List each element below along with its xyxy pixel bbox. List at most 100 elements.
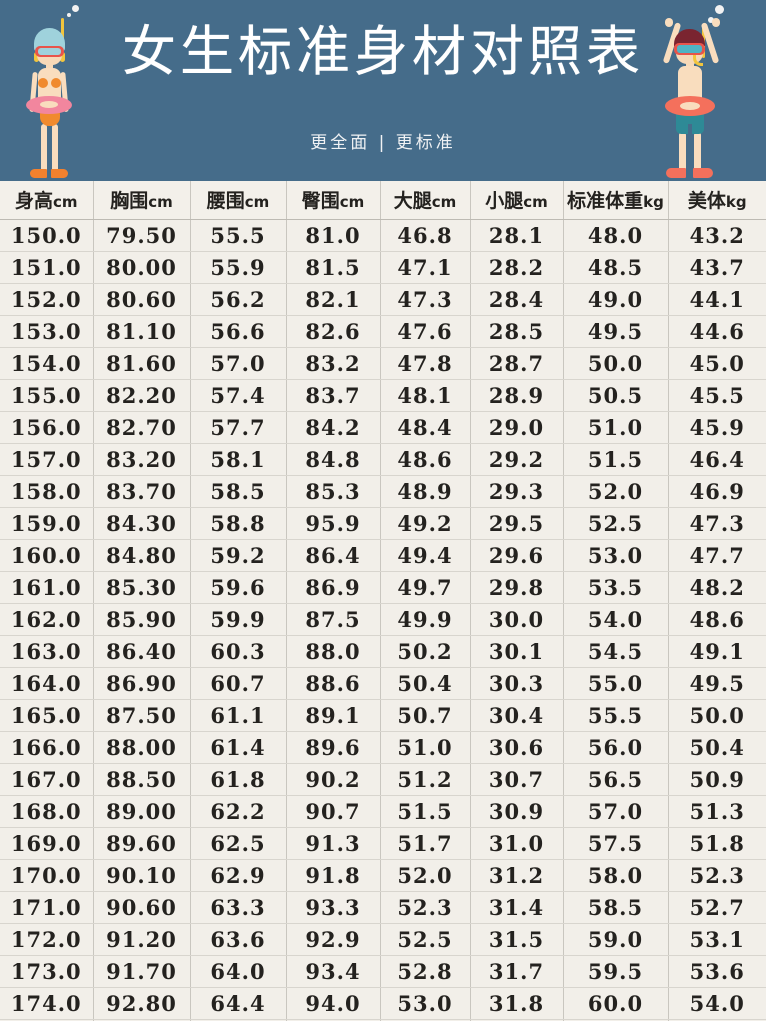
cell-r23-c3: 93.4 xyxy=(286,955,381,988)
cell-r17-c1: 88.50 xyxy=(93,763,191,796)
cell-r19-c5: 31.0 xyxy=(470,827,564,860)
cell-r16-c4: 51.0 xyxy=(380,731,471,764)
cell-r7-c4: 48.6 xyxy=(380,443,471,476)
cell-r24-c4: 53.0 xyxy=(380,987,471,1020)
table-row: 153.0 81.10 56.6 82.6 47.6 28.5 49.5 44.6 xyxy=(0,315,766,348)
cell-r15-c4: 50.7 xyxy=(380,699,471,732)
cell-r18-c6: 57.0 xyxy=(563,795,669,828)
cell-r17-c6: 56.5 xyxy=(563,763,669,796)
measurements-table: 身高cm 胸围cm 腰围cm 臀围cm 大腿cm 小腿cm 标准体重kg 美体kg 150.0… xyxy=(0,181,766,1021)
hand-left xyxy=(665,18,673,27)
cell-r6-c4: 48.4 xyxy=(380,411,471,444)
cell-r19-c2: 62.5 xyxy=(190,827,287,860)
table-row: 158.0 83.70 58.5 85.3 48.9 29.3 52.0 46.9 xyxy=(0,475,766,508)
cell-r3-c6: 49.5 xyxy=(563,315,669,348)
cell-r17-c5: 30.7 xyxy=(470,763,564,796)
column-header-4: 大腿cm xyxy=(380,181,471,220)
cell-r7-c2: 58.1 xyxy=(190,443,287,476)
cell-r9-c4: 49.2 xyxy=(380,507,471,540)
cell-r15-c7: 50.0 xyxy=(668,699,766,732)
cell-r13-c0: 163.0 xyxy=(0,635,94,668)
cell-r11-c3: 86.9 xyxy=(286,571,381,604)
cell-r7-c5: 29.2 xyxy=(470,443,564,476)
swimsuit-top-right xyxy=(51,78,61,88)
cell-r24-c3: 94.0 xyxy=(286,987,381,1020)
cell-r25-c3: 94.5 xyxy=(286,1019,381,1021)
cell-r25-c1: 92.80 xyxy=(93,1019,191,1021)
cell-r18-c0: 168.0 xyxy=(0,795,94,828)
cell-r11-c2: 59.6 xyxy=(190,571,287,604)
bubble-icon xyxy=(72,5,79,12)
cell-r20-c4: 52.0 xyxy=(380,859,471,892)
table-row: 171.0 90.60 63.3 93.3 52.3 31.4 58.5 52.7 xyxy=(0,891,766,924)
cell-r20-c1: 90.10 xyxy=(93,859,191,892)
hair-right xyxy=(60,52,65,62)
table-row: 166.0 88.00 61.4 89.6 51.0 30.6 56.0 50.4 xyxy=(0,731,766,764)
cell-r10-c7: 47.7 xyxy=(668,539,766,572)
cell-r24-c6: 60.0 xyxy=(563,987,669,1020)
cell-r14-c5: 30.3 xyxy=(470,667,564,700)
cell-r14-c0: 164.0 xyxy=(0,667,94,700)
cell-r22-c3: 92.9 xyxy=(286,923,381,956)
cell-r20-c6: 58.0 xyxy=(563,859,669,892)
cell-r5-c5: 28.9 xyxy=(470,379,564,412)
cell-r19-c1: 89.60 xyxy=(93,827,191,860)
swimmer-girl-icon xyxy=(18,0,98,181)
leg-right xyxy=(694,132,701,172)
shorts-gap xyxy=(688,124,692,134)
cell-r3-c0: 153.0 xyxy=(0,315,94,348)
table-row: 164.0 86.90 60.7 88.6 50.4 30.3 55.0 49.5 xyxy=(0,667,766,700)
cell-r9-c2: 58.8 xyxy=(190,507,287,540)
cell-r18-c2: 62.2 xyxy=(190,795,287,828)
cell-r11-c6: 53.5 xyxy=(563,571,669,604)
cell-r12-c4: 49.9 xyxy=(380,603,471,636)
cell-r6-c3: 84.2 xyxy=(286,411,381,444)
cell-r16-c5: 30.6 xyxy=(470,731,564,764)
cell-r25-c4: 53.3 xyxy=(380,1019,471,1021)
cell-r3-c1: 81.10 xyxy=(93,315,191,348)
cell-r18-c7: 51.3 xyxy=(668,795,766,828)
table-row: 155.0 82.20 57.4 83.7 48.1 28.9 50.5 45.5 xyxy=(0,379,766,412)
cell-r9-c5: 29.5 xyxy=(470,507,564,540)
cell-r22-c6: 59.0 xyxy=(563,923,669,956)
table-row: 150.0 79.50 55.5 81.0 46.8 28.1 48.0 43.2 xyxy=(0,219,766,252)
cell-r15-c0: 165.0 xyxy=(0,699,94,732)
cell-r15-c3: 89.1 xyxy=(286,699,381,732)
cell-r22-c7: 53.1 xyxy=(668,923,766,956)
flipper-left-icon xyxy=(666,168,686,178)
flipper-right-icon xyxy=(693,168,713,178)
cell-r20-c0: 170.0 xyxy=(0,859,94,892)
leg-left xyxy=(679,132,686,172)
cell-r3-c5: 28.5 xyxy=(470,315,564,348)
cell-r21-c7: 52.7 xyxy=(668,891,766,924)
cell-r10-c2: 59.2 xyxy=(190,539,287,572)
cell-r22-c4: 52.5 xyxy=(380,923,471,956)
column-header-2: 腰围cm xyxy=(190,181,287,220)
table-body: 150.0 79.50 55.5 81.0 46.8 28.1 48.0 43.2 151.0 8… xyxy=(0,219,766,1021)
cell-r24-c7: 54.0 xyxy=(668,987,766,1020)
cell-r15-c2: 61.1 xyxy=(190,699,287,732)
bubble-icon xyxy=(715,5,724,14)
cell-r0-c0: 150.0 xyxy=(0,219,94,252)
cell-r8-c6: 52.0 xyxy=(563,475,669,508)
cell-r12-c6: 54.0 xyxy=(563,603,669,636)
cell-r10-c5: 29.6 xyxy=(470,539,564,572)
cell-r9-c6: 52.5 xyxy=(563,507,669,540)
table-row: 162.0 85.90 59.9 87.5 49.9 30.0 54.0 48.6 xyxy=(0,603,766,636)
cell-r2-c1: 80.60 xyxy=(93,283,191,316)
cell-r8-c2: 58.5 xyxy=(190,475,287,508)
swimsuit-top-left xyxy=(38,78,48,88)
cell-r10-c1: 84.80 xyxy=(93,539,191,572)
cell-r11-c1: 85.30 xyxy=(93,571,191,604)
cell-r20-c2: 62.9 xyxy=(190,859,287,892)
cell-r0-c1: 79.50 xyxy=(93,219,191,252)
cell-r8-c1: 83.70 xyxy=(93,475,191,508)
table-row: 170.0 90.10 62.9 91.8 52.0 31.2 58.0 52.3 xyxy=(0,859,766,892)
cell-r1-c0: 151.0 xyxy=(0,251,94,284)
table-row: 174.0 92.80 64.4 94.0 53.0 31.8 60.0 54.0 xyxy=(0,987,766,1020)
cell-r0-c2: 55.5 xyxy=(190,219,287,252)
cell-r23-c1: 91.70 xyxy=(93,955,191,988)
cell-r19-c6: 57.5 xyxy=(563,827,669,860)
flipper-left-icon xyxy=(30,169,47,178)
